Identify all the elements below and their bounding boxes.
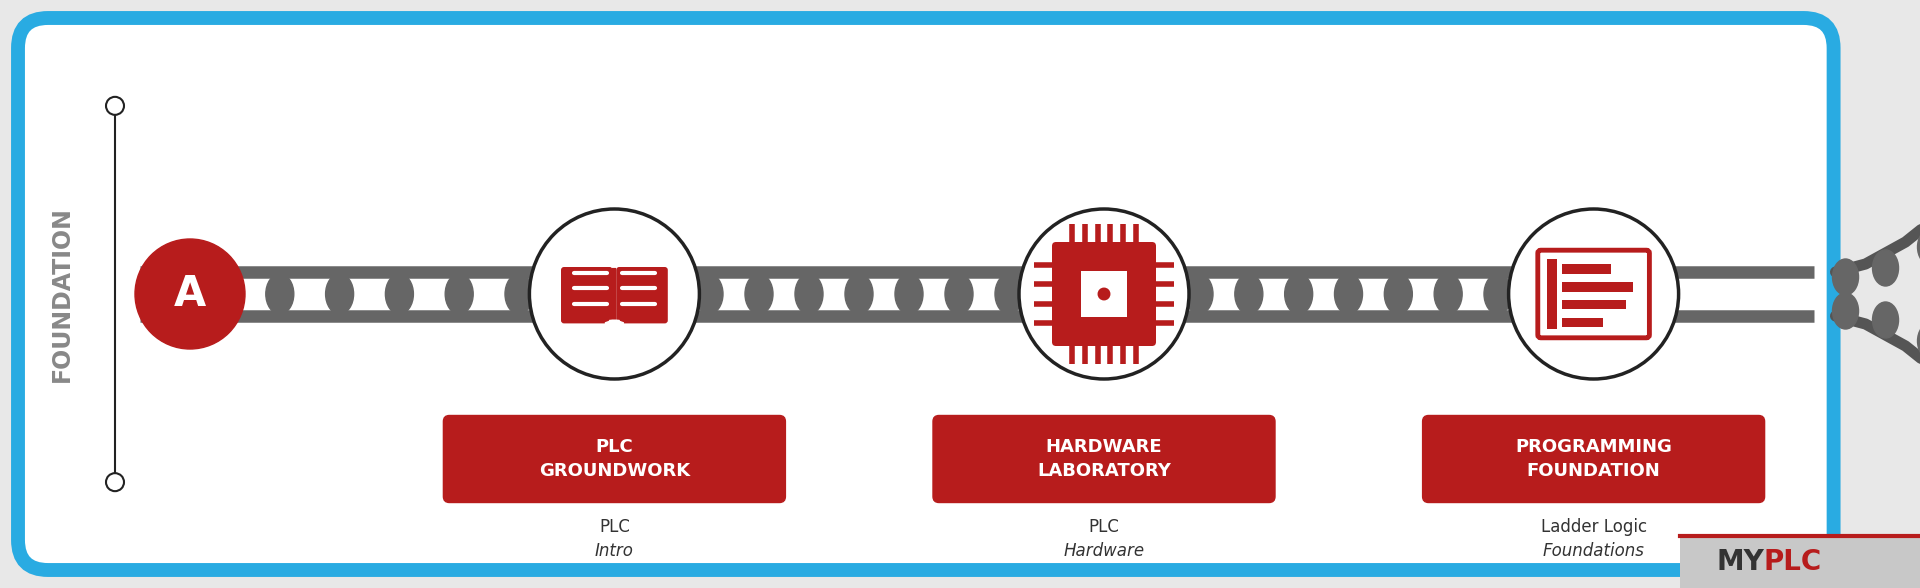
Text: MY: MY <box>1716 548 1764 576</box>
Ellipse shape <box>845 274 874 314</box>
Circle shape <box>1098 288 1110 300</box>
Text: PLC: PLC <box>1089 517 1119 536</box>
Ellipse shape <box>386 274 413 314</box>
Ellipse shape <box>895 274 924 314</box>
Text: Foundations: Foundations <box>1542 543 1645 560</box>
Ellipse shape <box>1235 274 1263 314</box>
Ellipse shape <box>745 274 774 314</box>
Ellipse shape <box>265 274 294 314</box>
Ellipse shape <box>445 274 472 314</box>
Ellipse shape <box>1185 274 1213 314</box>
Circle shape <box>1020 209 1188 379</box>
Text: HARDWARE
LABORATORY: HARDWARE LABORATORY <box>1037 438 1171 480</box>
Text: PLC: PLC <box>599 517 630 536</box>
Text: A: A <box>175 273 205 315</box>
Ellipse shape <box>795 274 824 314</box>
FancyBboxPatch shape <box>1680 536 1920 588</box>
Ellipse shape <box>205 274 234 314</box>
Ellipse shape <box>995 274 1023 314</box>
Ellipse shape <box>1872 302 1899 338</box>
Ellipse shape <box>1918 323 1920 359</box>
Ellipse shape <box>1434 274 1463 314</box>
Ellipse shape <box>1384 274 1413 314</box>
Circle shape <box>134 239 246 349</box>
FancyBboxPatch shape <box>1548 259 1557 329</box>
FancyBboxPatch shape <box>444 416 785 503</box>
FancyBboxPatch shape <box>933 416 1275 503</box>
Ellipse shape <box>326 274 353 314</box>
Ellipse shape <box>1334 274 1363 314</box>
Text: PLC
GROUNDWORK: PLC GROUNDWORK <box>540 438 689 480</box>
FancyBboxPatch shape <box>1081 271 1127 317</box>
FancyBboxPatch shape <box>1423 416 1764 503</box>
FancyBboxPatch shape <box>1563 318 1603 327</box>
Circle shape <box>106 473 125 491</box>
FancyBboxPatch shape <box>17 18 1834 570</box>
Ellipse shape <box>1918 229 1920 265</box>
Text: Ladder Logic: Ladder Logic <box>1540 517 1647 536</box>
FancyBboxPatch shape <box>1538 250 1649 338</box>
Ellipse shape <box>1872 250 1899 286</box>
FancyBboxPatch shape <box>1563 264 1611 274</box>
Text: FOUNDATION: FOUNDATION <box>50 206 75 382</box>
Text: PLC: PLC <box>1764 548 1822 576</box>
Circle shape <box>530 209 699 379</box>
Ellipse shape <box>1484 274 1513 314</box>
FancyBboxPatch shape <box>1563 300 1626 309</box>
Ellipse shape <box>945 274 973 314</box>
Text: Intro: Intro <box>595 543 634 560</box>
Text: Hardware: Hardware <box>1064 543 1144 560</box>
Circle shape <box>106 97 125 115</box>
Ellipse shape <box>505 274 534 314</box>
Ellipse shape <box>1832 259 1859 295</box>
Ellipse shape <box>1832 293 1859 329</box>
Ellipse shape <box>1284 274 1313 314</box>
FancyBboxPatch shape <box>1563 282 1634 292</box>
Ellipse shape <box>695 274 724 314</box>
Circle shape <box>1509 209 1678 379</box>
FancyBboxPatch shape <box>1052 242 1156 346</box>
Wedge shape <box>605 320 618 328</box>
FancyBboxPatch shape <box>561 267 612 323</box>
FancyBboxPatch shape <box>616 267 668 323</box>
Wedge shape <box>609 320 624 328</box>
Text: PROGRAMMING
FOUNDATION: PROGRAMMING FOUNDATION <box>1515 438 1672 480</box>
